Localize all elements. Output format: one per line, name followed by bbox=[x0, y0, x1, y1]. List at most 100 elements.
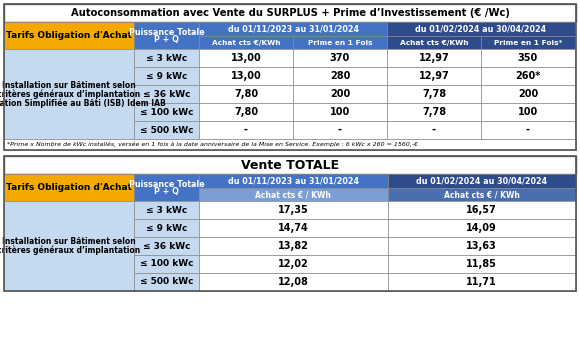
Text: ≤ 100 kWc: ≤ 100 kWc bbox=[140, 108, 193, 117]
Bar bbox=[387, 174, 576, 188]
Text: Achat cts € / KWh: Achat cts € / KWh bbox=[255, 190, 331, 199]
Text: 14,74: 14,74 bbox=[278, 223, 309, 233]
Text: 16,57: 16,57 bbox=[466, 205, 497, 215]
Text: ≤ 100 kWc: ≤ 100 kWc bbox=[140, 260, 193, 269]
Bar bbox=[387, 49, 481, 67]
Text: du 01/02/2024 au 30/04/2024: du 01/02/2024 au 30/04/2024 bbox=[416, 177, 548, 186]
Bar bbox=[293, 85, 387, 103]
Text: ≤ 9 kWc: ≤ 9 kWc bbox=[146, 71, 187, 81]
Bar bbox=[134, 103, 199, 121]
Bar bbox=[481, 85, 575, 103]
Bar bbox=[199, 85, 293, 103]
Bar bbox=[387, 255, 576, 273]
Text: ≤ 36 kWc: ≤ 36 kWc bbox=[143, 242, 190, 251]
Bar bbox=[134, 219, 199, 237]
Bar bbox=[387, 273, 576, 291]
Text: 7,80: 7,80 bbox=[234, 89, 258, 99]
Text: 100: 100 bbox=[330, 107, 350, 117]
Bar bbox=[4, 156, 576, 291]
Text: P + Q: P + Q bbox=[154, 187, 179, 196]
Text: Installation sur Bâtiment selon: Installation sur Bâtiment selon bbox=[2, 81, 136, 90]
Bar bbox=[199, 201, 387, 219]
Text: 13,00: 13,00 bbox=[231, 71, 262, 81]
Bar bbox=[199, 188, 387, 201]
Text: Achat cts € / KWh: Achat cts € / KWh bbox=[444, 190, 520, 199]
Text: Prime en 1 Fois*: Prime en 1 Fois* bbox=[494, 40, 562, 45]
Bar bbox=[134, 255, 199, 273]
Text: 280: 280 bbox=[330, 71, 350, 81]
Bar bbox=[293, 67, 387, 85]
Text: Puissance Totale: Puissance Totale bbox=[129, 28, 204, 37]
Bar bbox=[199, 103, 293, 121]
Bar bbox=[4, 201, 134, 291]
Text: 7,78: 7,78 bbox=[422, 89, 446, 99]
Bar bbox=[134, 121, 199, 139]
Text: 200: 200 bbox=[330, 89, 350, 99]
Text: Installation sur Bâtiment selon: Installation sur Bâtiment selon bbox=[2, 237, 136, 246]
Text: ≤ 500 kWc: ≤ 500 kWc bbox=[140, 126, 193, 135]
Bar bbox=[481, 49, 575, 67]
Bar bbox=[4, 139, 576, 150]
Text: Tarifs Obligation d'Achat: Tarifs Obligation d'Achat bbox=[6, 31, 132, 40]
Bar bbox=[199, 36, 293, 49]
Bar bbox=[4, 4, 576, 22]
Text: P + Q: P + Q bbox=[154, 35, 179, 44]
Bar bbox=[134, 22, 199, 49]
Bar bbox=[387, 219, 576, 237]
Text: 13,63: 13,63 bbox=[466, 241, 497, 251]
Bar bbox=[199, 273, 387, 291]
Bar bbox=[4, 174, 134, 201]
Text: -: - bbox=[526, 125, 530, 135]
Text: Puissance Totale: Puissance Totale bbox=[129, 180, 204, 189]
Text: Vente TOTALE: Vente TOTALE bbox=[241, 159, 339, 171]
Bar bbox=[134, 67, 199, 85]
Text: du 01/11/2023 au 31/01/2024: du 01/11/2023 au 31/01/2024 bbox=[227, 25, 358, 34]
Text: 200: 200 bbox=[518, 89, 538, 99]
Text: 17,35: 17,35 bbox=[278, 205, 309, 215]
Bar bbox=[134, 273, 199, 291]
Text: ≤ 3 kWc: ≤ 3 kWc bbox=[146, 205, 187, 214]
Text: 11,71: 11,71 bbox=[466, 277, 497, 287]
Bar bbox=[4, 4, 576, 150]
Text: 7,78: 7,78 bbox=[422, 107, 446, 117]
Bar bbox=[134, 85, 199, 103]
Bar bbox=[134, 201, 199, 219]
Text: 13,00: 13,00 bbox=[231, 53, 262, 63]
Bar bbox=[4, 49, 134, 139]
Text: -: - bbox=[244, 125, 248, 135]
Bar bbox=[387, 85, 481, 103]
Text: du 01/02/2024 au 30/04/2024: du 01/02/2024 au 30/04/2024 bbox=[415, 25, 546, 34]
Text: du 01/11/2023 au 31/01/2024: du 01/11/2023 au 31/01/2024 bbox=[228, 177, 359, 186]
Text: 12,08: 12,08 bbox=[278, 277, 309, 287]
Text: 12,02: 12,02 bbox=[278, 259, 309, 269]
Bar bbox=[199, 174, 387, 188]
Bar bbox=[199, 219, 387, 237]
Bar bbox=[387, 103, 481, 121]
Bar bbox=[199, 237, 387, 255]
Bar bbox=[293, 103, 387, 121]
Text: Intégration Simplifiée au Bâti (ISB) Idem IAB: Intégration Simplifiée au Bâti (ISB) Ide… bbox=[0, 98, 165, 108]
Bar bbox=[387, 237, 576, 255]
Text: -: - bbox=[432, 125, 436, 135]
Bar bbox=[134, 237, 199, 255]
Bar bbox=[387, 36, 481, 49]
Bar bbox=[387, 201, 576, 219]
Text: 12,97: 12,97 bbox=[419, 53, 450, 63]
Text: 13,82: 13,82 bbox=[278, 241, 309, 251]
Text: -: - bbox=[338, 125, 342, 135]
Bar bbox=[387, 22, 575, 36]
Text: 11,85: 11,85 bbox=[466, 259, 497, 269]
Text: 14,09: 14,09 bbox=[466, 223, 497, 233]
Text: ≤ 3 kWc: ≤ 3 kWc bbox=[146, 53, 187, 62]
Bar bbox=[387, 121, 481, 139]
Bar bbox=[481, 121, 575, 139]
Bar bbox=[293, 121, 387, 139]
Text: Autoconsommation avec Vente du SURPLUS + Prime d’Investissement (€ /Wc): Autoconsommation avec Vente du SURPLUS +… bbox=[71, 8, 509, 18]
Text: 12,97: 12,97 bbox=[419, 71, 450, 81]
Bar bbox=[4, 22, 134, 49]
Bar bbox=[4, 156, 576, 174]
Text: Achat cts €/KWh: Achat cts €/KWh bbox=[212, 40, 280, 45]
Bar bbox=[199, 121, 293, 139]
Text: Achat cts €/KWh: Achat cts €/KWh bbox=[400, 40, 468, 45]
Bar bbox=[134, 174, 199, 201]
